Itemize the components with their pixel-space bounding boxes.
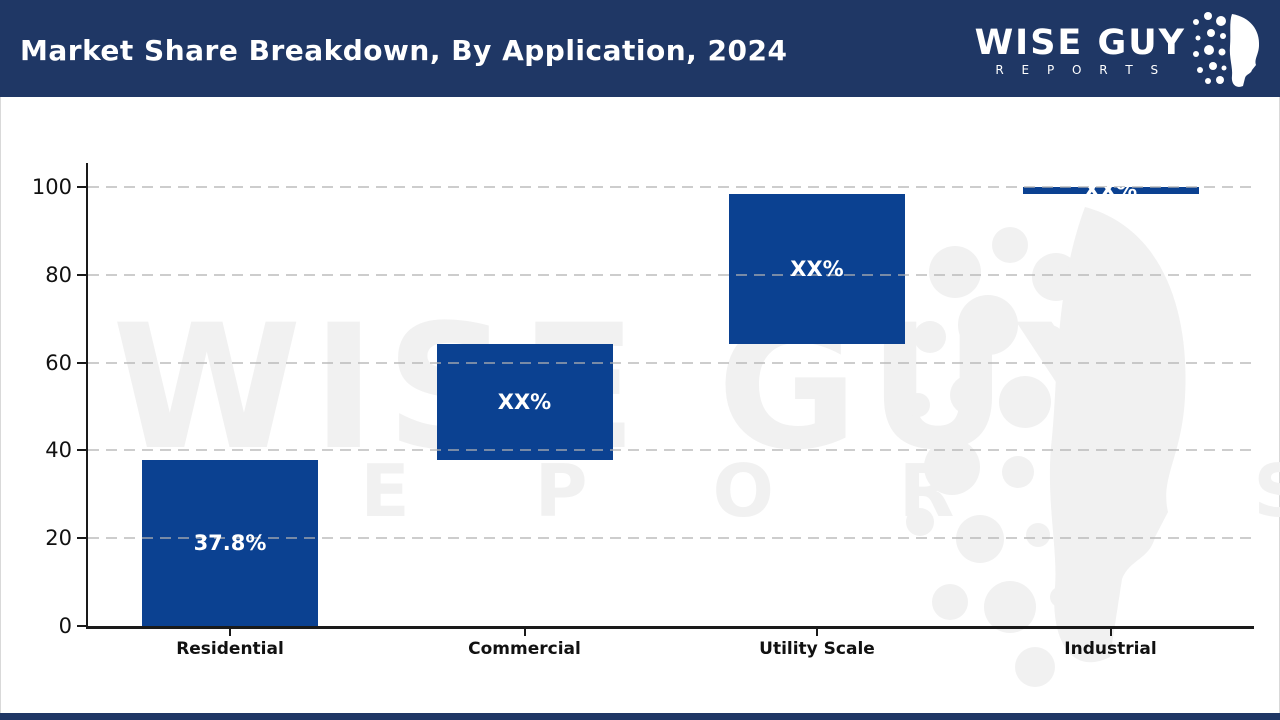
y-tick [77,537,86,540]
x-category-label: Residential [176,639,284,659]
chart-title: Market Share Breakdown, By Application, … [20,34,788,67]
bar-value-label: 37.8% [193,531,267,556]
bar-utility-scale [729,193,905,345]
footer-bar [0,713,1280,720]
gridline-60 [88,361,1254,364]
bar-value-label: XX% [497,390,552,415]
bar-label-box: XX% [729,194,905,345]
x-category-label: Industrial [1064,639,1157,659]
gridline-40 [88,449,1254,452]
bar-label-box: XX% [437,344,613,460]
header-bar: Market Share Breakdown, By Application, … [0,0,1280,97]
gridline-80 [88,273,1254,276]
y-tick-label: 60 [45,350,72,375]
y-tick-label: 80 [45,262,72,287]
bar-label-box: XX% [1023,187,1199,194]
x-tick [1109,629,1112,636]
y-tick [77,449,86,452]
gridline-20 [88,537,1254,540]
y-tick [77,273,86,276]
y-tick-label: 100 [31,175,72,199]
brand-name: WISE GUY [974,22,1186,63]
brand-head-icon [1193,12,1260,87]
x-category-label: Utility Scale [759,639,875,659]
bar-value-label: XX% [790,256,844,281]
x-tick [816,629,818,636]
gridline-100 [88,186,1254,188]
x-tick [229,629,231,636]
x-axis-line [86,626,1254,629]
brand-logo-text: WISE GUY R E P O R T S [975,24,1186,77]
bar-residential [142,460,318,626]
brand-subtitle: R E P O R T S [995,62,1166,77]
y-tick [77,625,86,627]
y-tick-label: 0 [58,614,72,638]
bar-value-label: XX% [1084,187,1137,194]
x-category-label: Commercial [468,639,581,659]
y-tick [77,361,86,364]
bar-label-box: 37.8% [142,460,318,626]
y-tick-label: 20 [45,526,72,551]
x-tick [523,629,526,636]
bar-industrial [1022,187,1199,194]
y-tick-label: 40 [45,438,72,463]
y-axis-line [86,163,88,628]
brand-logo: WISE GUY R E P O R T S [975,8,1266,92]
y-tick [77,186,86,188]
